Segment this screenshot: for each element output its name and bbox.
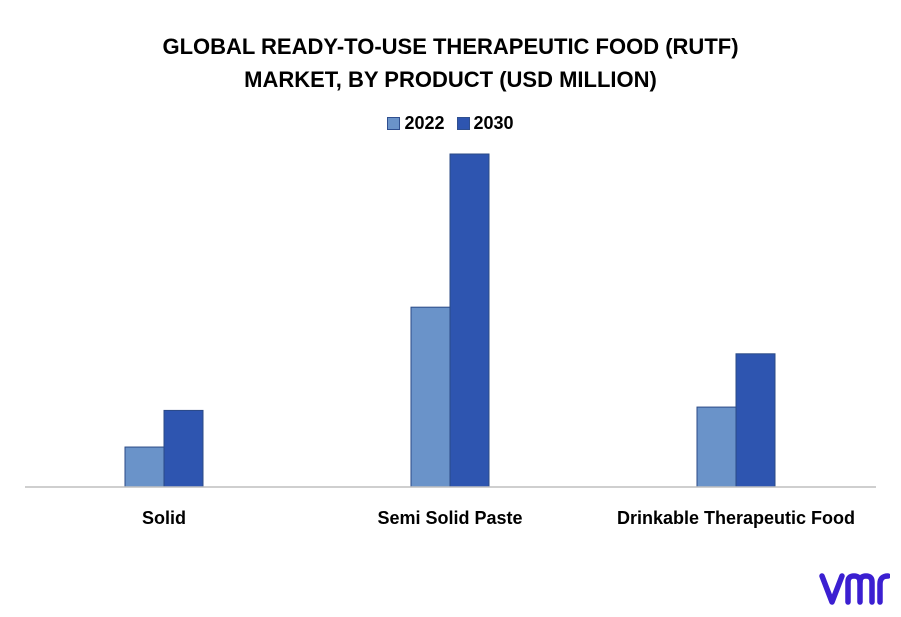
chart-title-line-2: MARKET, BY PRODUCT (USD MILLION)	[244, 67, 657, 92]
bar-2030-solid	[163, 409, 204, 488]
legend-label-2030: 2030	[473, 113, 514, 133]
x-tick-label: Solid	[142, 508, 186, 528]
vmr-logo-icon	[819, 573, 891, 605]
vmr-logo	[818, 568, 891, 615]
legend-label-2022: 2022	[404, 113, 445, 133]
x-tick-label: Drinkable Therapeutic Food	[617, 508, 855, 528]
chart-title: GLOBAL READY-TO-USE THERAPEUTIC FOOD (RU…	[0, 30, 901, 96]
legend-swatch-2022	[387, 117, 401, 130]
legend-item-2030: 2030	[456, 113, 514, 134]
bar-2030-drinkable-therapeutic-food	[735, 353, 776, 488]
bar-2030-semi-solid-paste	[449, 153, 490, 488]
legend-item-2022: 2022	[387, 113, 445, 134]
bar-2022-drinkable-therapeutic-food	[696, 406, 737, 488]
chart-legend: 2022 2030	[0, 113, 901, 134]
chart-title-line-1: GLOBAL READY-TO-USE THERAPEUTIC FOOD (RU…	[162, 34, 739, 59]
bar-2022-solid	[124, 446, 165, 488]
legend-swatch-2030	[456, 117, 470, 130]
x-tick-label: Semi Solid Paste	[377, 508, 522, 528]
bar-2022-semi-solid-paste	[410, 306, 451, 488]
